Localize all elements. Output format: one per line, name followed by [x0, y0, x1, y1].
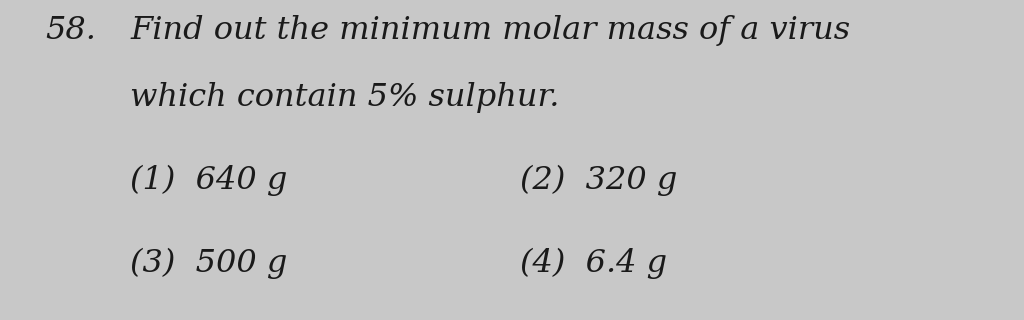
Text: which contain 5% sulphur.: which contain 5% sulphur.: [130, 82, 559, 113]
Text: Find out the minimum molar mass of a virus: Find out the minimum molar mass of a vir…: [130, 15, 850, 46]
Text: (1)  640 g: (1) 640 g: [130, 165, 288, 196]
Text: (4)  6.4 g: (4) 6.4 g: [520, 248, 667, 279]
Text: 58.: 58.: [45, 15, 96, 46]
Text: (2)  320 g: (2) 320 g: [520, 165, 677, 196]
Text: (3)  500 g: (3) 500 g: [130, 248, 288, 279]
